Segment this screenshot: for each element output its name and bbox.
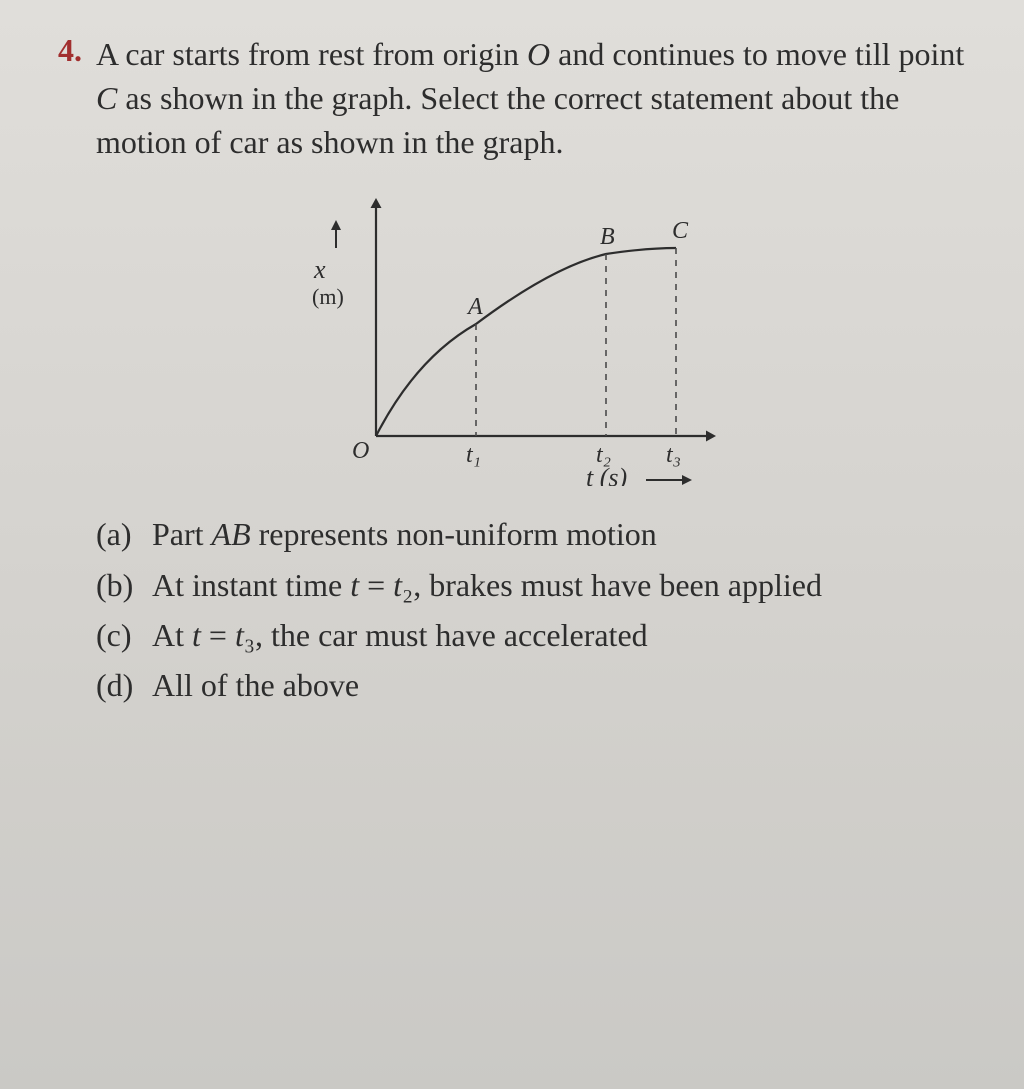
- option-a-text: Part AB represents non-uniform motion: [152, 512, 984, 556]
- option-a: (a) Part AB represents non-uniform motio…: [96, 512, 984, 556]
- options-list: (a) Part AB represents non-uniform motio…: [96, 512, 984, 707]
- svg-text:(m): (m): [312, 284, 344, 309]
- option-c-label: (c): [96, 613, 140, 657]
- svg-text:t₁: t₁: [466, 442, 481, 468]
- graph-container: ABCOt₁t₂t₃x(m)t (s): [48, 186, 984, 486]
- page: 4. A car starts from rest from origin O …: [0, 0, 1024, 1089]
- question-number: 4.: [48, 32, 82, 69]
- option-b-text: At instant time t = t₂, brakes must have…: [152, 563, 984, 607]
- svg-text:t (s): t (s): [586, 463, 627, 486]
- svg-text:A: A: [466, 294, 483, 320]
- svg-text:t₃: t₃: [666, 442, 681, 468]
- position-time-graph: ABCOt₁t₂t₃x(m)t (s): [306, 186, 726, 486]
- option-b: (b) At instant time t = t₂, brakes must …: [96, 563, 984, 607]
- option-d-label: (d): [96, 663, 140, 707]
- option-c: (c) At t = t₃, the car must have acceler…: [96, 613, 984, 657]
- option-d: (d) All of the above: [96, 663, 984, 707]
- option-b-label: (b): [96, 563, 140, 607]
- question-stem: A car starts from rest from origin O and…: [96, 32, 984, 164]
- option-d-text: All of the above: [152, 663, 984, 707]
- svg-text:C: C: [672, 218, 689, 244]
- svg-text:O: O: [352, 438, 369, 464]
- svg-text:B: B: [600, 224, 615, 250]
- option-a-label: (a): [96, 512, 140, 556]
- option-c-text: At t = t₃, the car must have accelerated: [152, 613, 984, 657]
- question-block: 4. A car starts from rest from origin O …: [48, 32, 984, 164]
- svg-text:x: x: [313, 255, 326, 284]
